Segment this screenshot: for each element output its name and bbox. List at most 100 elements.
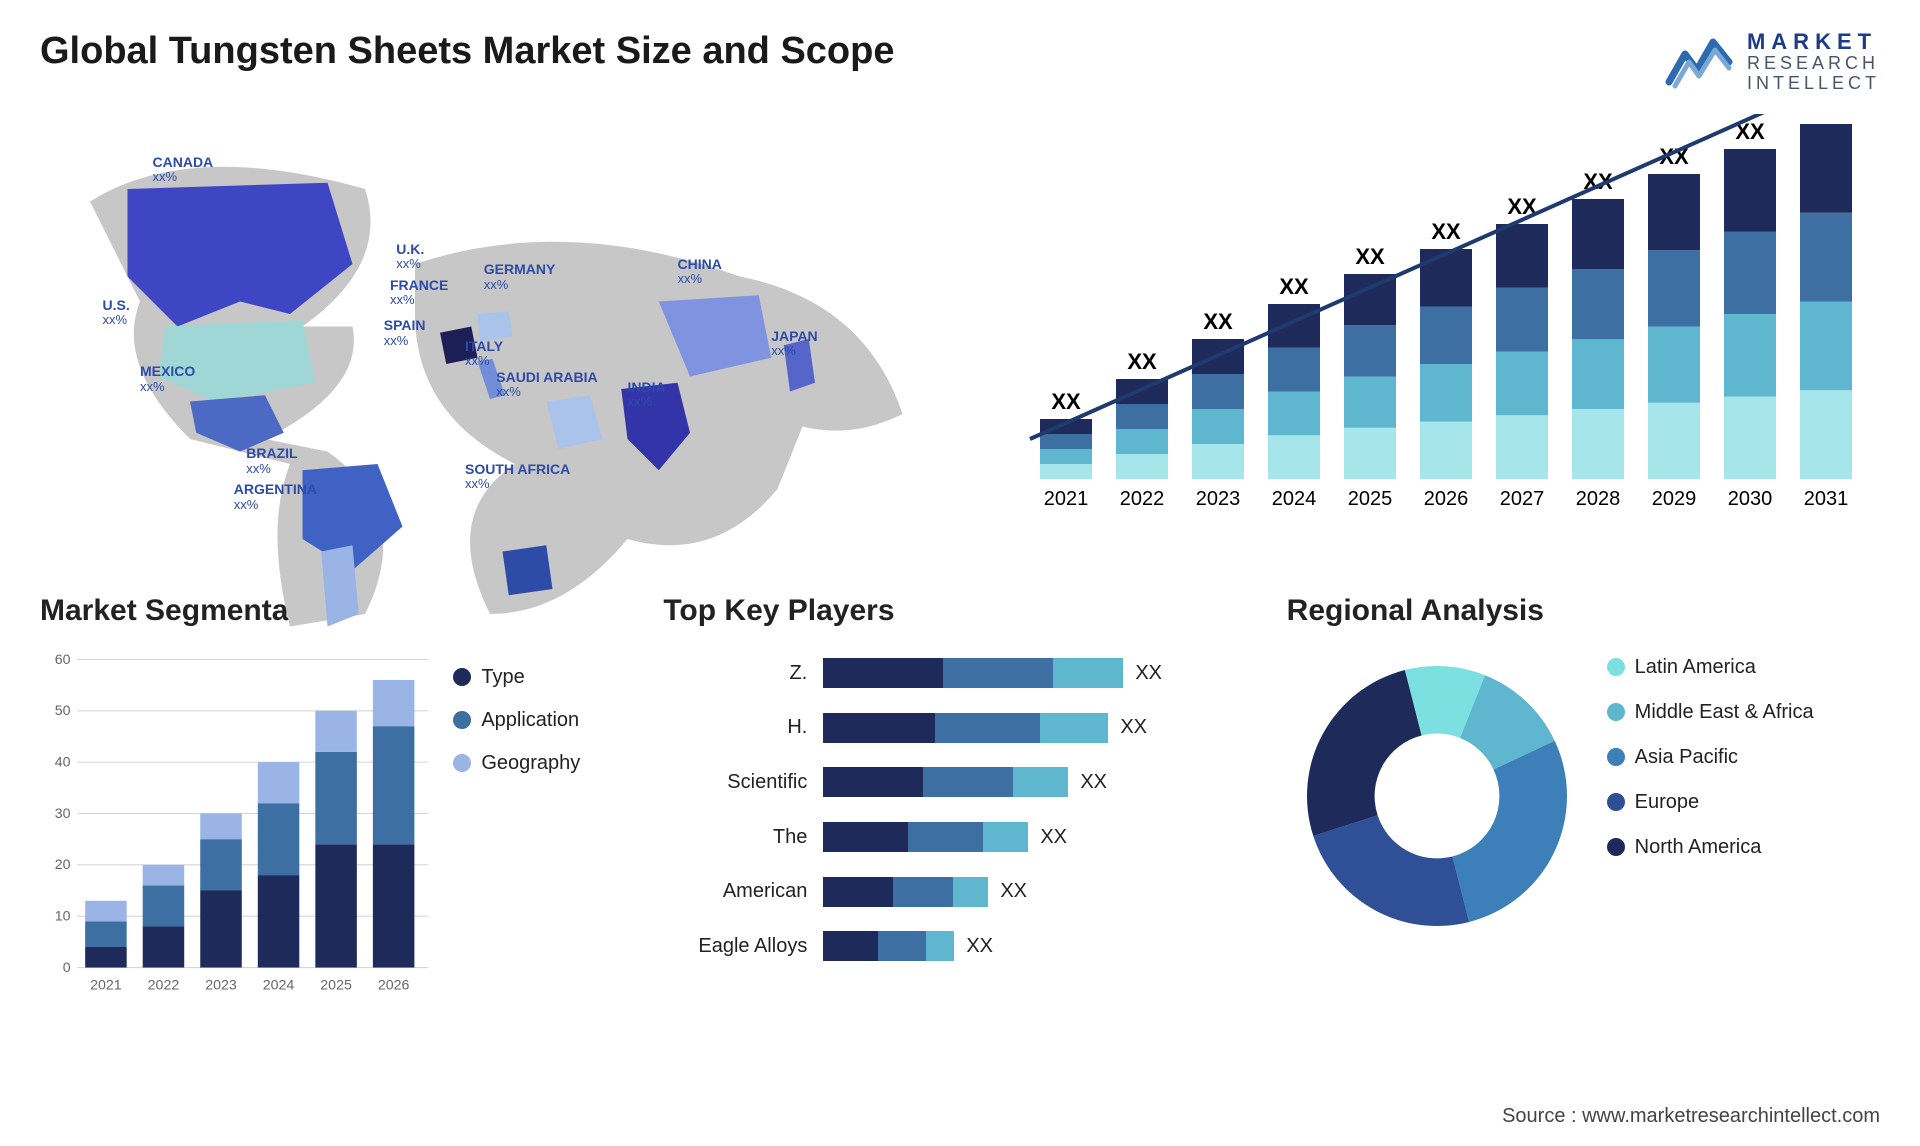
growth-bar-seg — [1648, 174, 1700, 250]
growth-bar-seg — [1420, 306, 1472, 364]
kp-bar-seg — [943, 658, 1053, 688]
regional-panel: Regional Analysis Latin AmericaMiddle Ea… — [1287, 594, 1880, 974]
map-label-canada: CANADAxx% — [153, 155, 214, 185]
growth-bar-category: 2025 — [1348, 488, 1393, 510]
growth-bar-seg — [1572, 339, 1624, 409]
regional-donut-chart — [1287, 646, 1587, 946]
growth-bar-value: XX — [1279, 274, 1309, 299]
kp-bar-seg — [1040, 713, 1108, 743]
map-region-safrica — [503, 545, 553, 595]
kp-bar-seg — [823, 713, 935, 743]
map-label-spain: SPAINxx% — [384, 318, 426, 348]
kp-bar-seg — [908, 822, 983, 852]
svg-text:2022: 2022 — [148, 977, 180, 993]
kp-bar-seg — [1013, 767, 1068, 797]
kp-bar-row: XX — [823, 822, 1256, 852]
map-label-argentina: ARGENTINAxx% — [234, 482, 317, 512]
seg-bar-seg — [315, 752, 357, 844]
seg-bar-seg — [85, 947, 127, 968]
kp-bar-value: XX — [1120, 716, 1147, 739]
growth-bar-seg — [1116, 454, 1168, 479]
growth-bar-seg — [1572, 269, 1624, 339]
growth-bar-seg — [1040, 449, 1092, 464]
seg-bar-seg — [143, 865, 185, 886]
growth-bar-seg — [1800, 301, 1852, 390]
svg-text:2021: 2021 — [90, 977, 122, 993]
kp-bar-value: XX — [1040, 826, 1067, 849]
growth-bar-seg — [1420, 421, 1472, 479]
seg-legend-item: Application — [453, 709, 633, 732]
growth-bar-seg — [1040, 434, 1092, 449]
growth-bar-seg — [1116, 429, 1168, 454]
kp-bar-seg — [926, 931, 954, 961]
seg-legend-item: Type — [453, 666, 633, 689]
segmentation-panel: Market Segmentation 01020304050602021202… — [40, 594, 633, 974]
seg-bar-seg — [85, 901, 127, 922]
growth-bar-seg — [1724, 149, 1776, 232]
growth-bar-category: 2021 — [1044, 488, 1089, 510]
logo-mark-icon — [1665, 34, 1735, 90]
kp-row-label: Scientific — [663, 771, 807, 794]
regional-legend-item: Middle East & Africa — [1607, 701, 1880, 724]
donut-slice — [1313, 815, 1469, 926]
svg-text:2023: 2023 — [205, 977, 237, 993]
kp-bar-row: XX — [823, 931, 1256, 961]
growth-bar-value: XX — [1127, 349, 1157, 374]
seg-bar-seg — [143, 885, 185, 926]
seg-bar-seg — [200, 839, 242, 890]
growth-bar-seg — [1496, 224, 1548, 288]
growth-bar-seg — [1800, 124, 1852, 213]
growth-bar-value: XX — [1355, 244, 1385, 269]
kp-row-label: H. — [663, 716, 807, 739]
svg-text:10: 10 — [55, 908, 71, 924]
logo-line3: INTELLECT — [1747, 74, 1880, 94]
growth-bar-category: 2022 — [1120, 488, 1165, 510]
growth-bar-category: 2028 — [1576, 488, 1621, 510]
regional-title: Regional Analysis — [1287, 594, 1880, 628]
svg-text:40: 40 — [55, 754, 71, 770]
map-region-argentina — [321, 545, 359, 626]
growth-bar-seg — [1268, 435, 1320, 479]
segmentation-chart: 0102030405060202120222023202420252026 — [40, 646, 433, 1001]
growth-bar-value: XX — [1051, 389, 1081, 414]
kp-bar-value: XX — [1000, 880, 1027, 903]
svg-text:2025: 2025 — [320, 977, 352, 993]
kp-row-label: Z. — [663, 662, 807, 685]
map-label-saudi-arabia: SAUDI ARABIAxx% — [496, 370, 597, 400]
kp-bar-seg — [1053, 658, 1123, 688]
kp-bar-row: XX — [823, 767, 1256, 797]
growth-bar-seg — [1724, 396, 1776, 479]
seg-bar-seg — [258, 762, 300, 803]
growth-bar-category: 2024 — [1272, 488, 1317, 510]
growth-bar-value: XX — [1203, 309, 1233, 334]
map-label-china: CHINAxx% — [678, 257, 722, 287]
seg-bar-seg — [258, 803, 300, 875]
map-label-u-k-: U.K.xx% — [396, 242, 424, 272]
map-label-mexico: MEXICOxx% — [140, 364, 195, 394]
growth-bar-seg — [1268, 304, 1320, 348]
growth-bar-seg — [1572, 199, 1624, 269]
seg-bar-seg — [200, 813, 242, 839]
regional-legend-item: North America — [1607, 836, 1880, 859]
svg-text:60: 60 — [55, 652, 71, 668]
growth-bar-seg — [1496, 351, 1548, 415]
growth-bar-seg — [1268, 391, 1320, 435]
key-players-labels: Z.H.ScientificTheAmericanEagle Alloys — [663, 646, 823, 974]
growth-bar-chart: XX2021XX2022XX2023XX2024XX2025XX2026XX20… — [980, 114, 1880, 554]
donut-slice — [1307, 670, 1422, 836]
map-label-brazil: BRAZILxx% — [246, 446, 297, 476]
kp-bar-seg — [953, 877, 988, 907]
growth-bar-seg — [1192, 374, 1244, 409]
map-label-italy: ITALYxx% — [465, 339, 503, 369]
svg-text:20: 20 — [55, 857, 71, 873]
svg-text:0: 0 — [63, 960, 71, 976]
growth-bar-category: 2031 — [1804, 488, 1849, 510]
segmentation-chart-svg: 0102030405060202120222023202420252026 — [40, 646, 433, 1001]
world-map-panel: CANADAxx%U.S.xx%MEXICOxx%BRAZILxx%ARGENT… — [40, 114, 940, 554]
segmentation-legend: TypeApplicationGeography — [433, 646, 633, 1001]
growth-bar-seg — [1496, 415, 1548, 479]
map-label-japan: JAPANxx% — [771, 329, 817, 359]
kp-bar-seg — [935, 713, 1040, 743]
growth-bar-seg — [1648, 403, 1700, 479]
kp-bar-seg — [983, 822, 1028, 852]
